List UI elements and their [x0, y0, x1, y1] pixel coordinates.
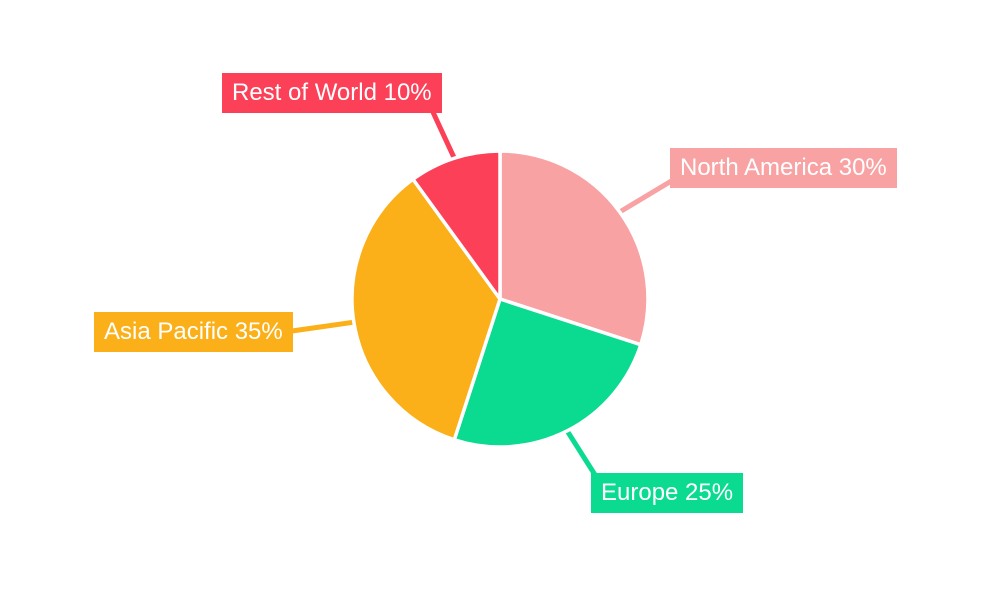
leader-line-asia-pacific: [291, 319, 355, 334]
leader-line-rest-of-world: [429, 108, 457, 160]
pie-slice-asia-pacific[interactable]: [350, 177, 502, 442]
pie-slice-north-america[interactable]: [498, 149, 650, 347]
pie-slice-rest-of-world[interactable]: [411, 149, 502, 301]
pie-slice-europe[interactable]: [452, 297, 643, 449]
pie-label-north-america: North America 30%: [670, 148, 897, 188]
pie-label-asia-pacific: Asia Pacific 35%: [94, 312, 293, 352]
leader-line-north-america: [618, 177, 675, 215]
pie-label-rest-of-world: Rest of World 10%: [222, 73, 442, 113]
leader-line-europe: [565, 429, 600, 480]
pie-label-europe: Europe 25%: [591, 473, 744, 513]
